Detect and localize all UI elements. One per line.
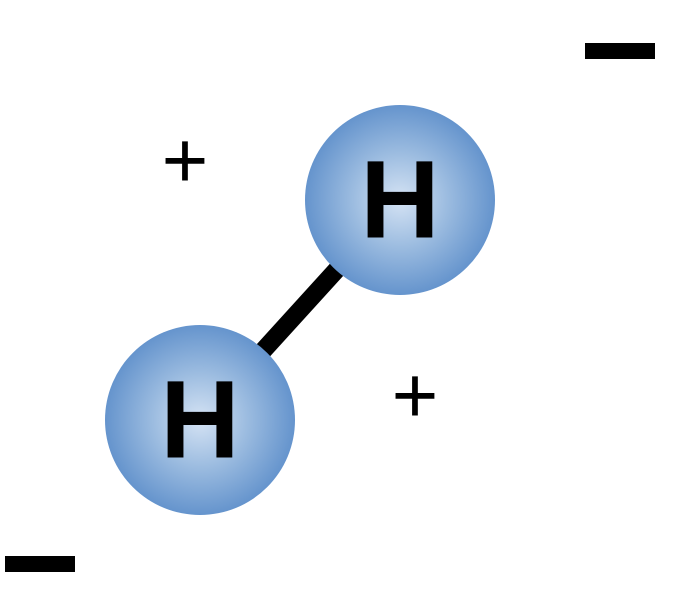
minus-sign bbox=[5, 556, 75, 572]
atom-label: H bbox=[160, 359, 239, 482]
plus-sign: + bbox=[162, 116, 209, 205]
atom-label: H bbox=[360, 139, 439, 262]
plus-sign: + bbox=[392, 351, 439, 440]
molecule-diagram: HH + + bbox=[0, 0, 700, 595]
minus-sign bbox=[585, 43, 655, 59]
